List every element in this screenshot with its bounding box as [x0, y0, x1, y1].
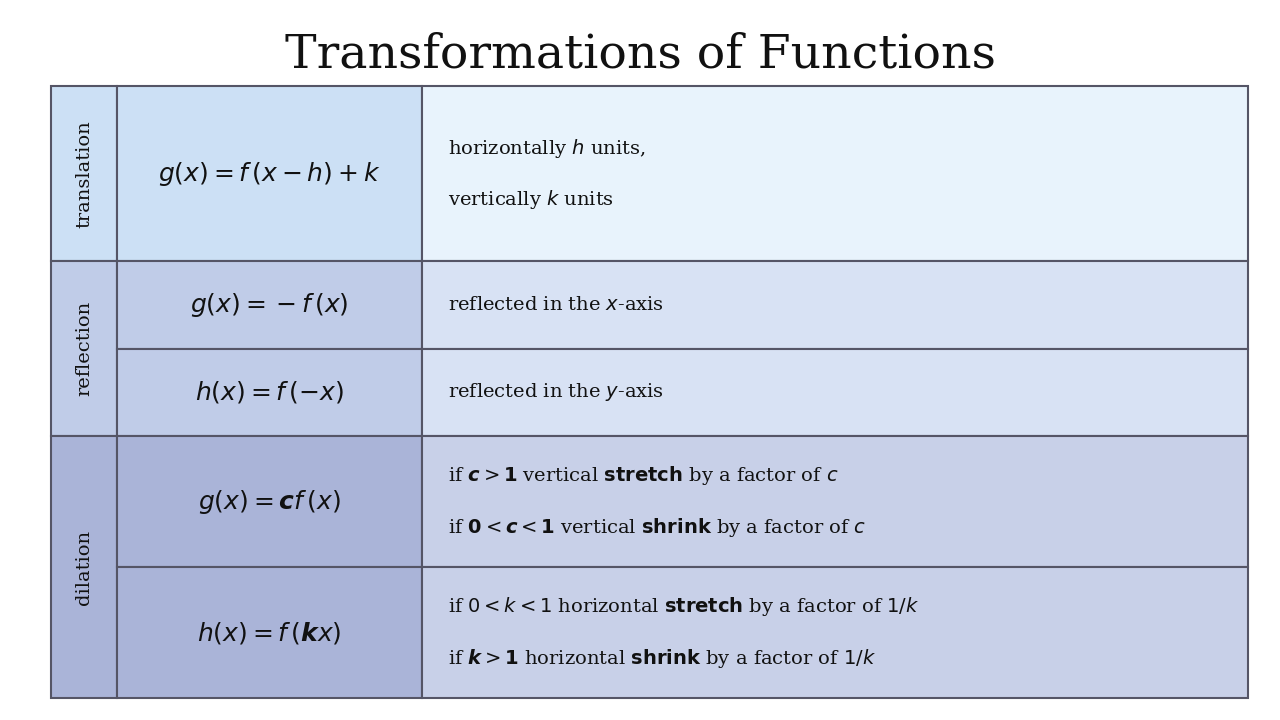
Text: reflection: reflection — [76, 301, 93, 396]
Bar — [422, 348, 1248, 436]
Text: dilation: dilation — [76, 530, 93, 605]
Bar — [51, 261, 116, 436]
Text: if $\boldsymbol{c} > \mathbf{1}$ vertical $\mathbf{stretch}$ by a factor of $c$: if $\boldsymbol{c} > \mathbf{1}$ vertica… — [448, 464, 838, 487]
Text: $g(x) = f\,(x - h) + k$: $g(x) = f\,(x - h) + k$ — [159, 160, 381, 188]
Text: reflected in the $y$-axis: reflected in the $y$-axis — [448, 382, 664, 403]
Text: if $\mathbf{0} < \boldsymbol{c} < \mathbf{1}$ vertical $\mathbf{shrink}$ by a fa: if $\mathbf{0} < \boldsymbol{c} < \mathb… — [448, 516, 867, 539]
Text: if $\boldsymbol{k} > \mathbf{1}$ horizontal $\mathbf{shrink}$ by a factor of $1/: if $\boldsymbol{k} > \mathbf{1}$ horizon… — [448, 647, 876, 670]
Bar — [51, 86, 116, 261]
Text: Transformations of Functions: Transformations of Functions — [284, 32, 996, 78]
Bar — [116, 86, 422, 261]
Bar — [422, 567, 1248, 698]
Bar — [422, 86, 1248, 261]
Text: $g(x) = -f\,(x)$: $g(x) = -f\,(x)$ — [191, 291, 349, 319]
Text: $h(x) = f\,(\boldsymbol{k}x)$: $h(x) = f\,(\boldsymbol{k}x)$ — [197, 620, 342, 646]
Text: vertically $k$ units: vertically $k$ units — [448, 187, 613, 210]
Text: $h(x) = f\,(-x)$: $h(x) = f\,(-x)$ — [196, 379, 344, 405]
Text: if $0 < k < 1$ horizontal $\mathbf{stretch}$ by a factor of $1/k$: if $0 < k < 1$ horizontal $\mathbf{stret… — [448, 595, 919, 618]
Bar — [51, 436, 116, 698]
Bar — [116, 348, 422, 436]
Bar — [422, 261, 1248, 348]
Text: reflected in the $x$-axis: reflected in the $x$-axis — [448, 296, 664, 314]
Text: $g(x) = \boldsymbol{c}f\,(x)$: $g(x) = \boldsymbol{c}f\,(x)$ — [198, 487, 340, 516]
Text: horizontally $h$ units,: horizontally $h$ units, — [448, 137, 645, 160]
Bar — [422, 436, 1248, 567]
Bar — [116, 567, 422, 698]
Bar — [116, 436, 422, 567]
Text: translation: translation — [76, 120, 93, 228]
Bar — [116, 261, 422, 348]
